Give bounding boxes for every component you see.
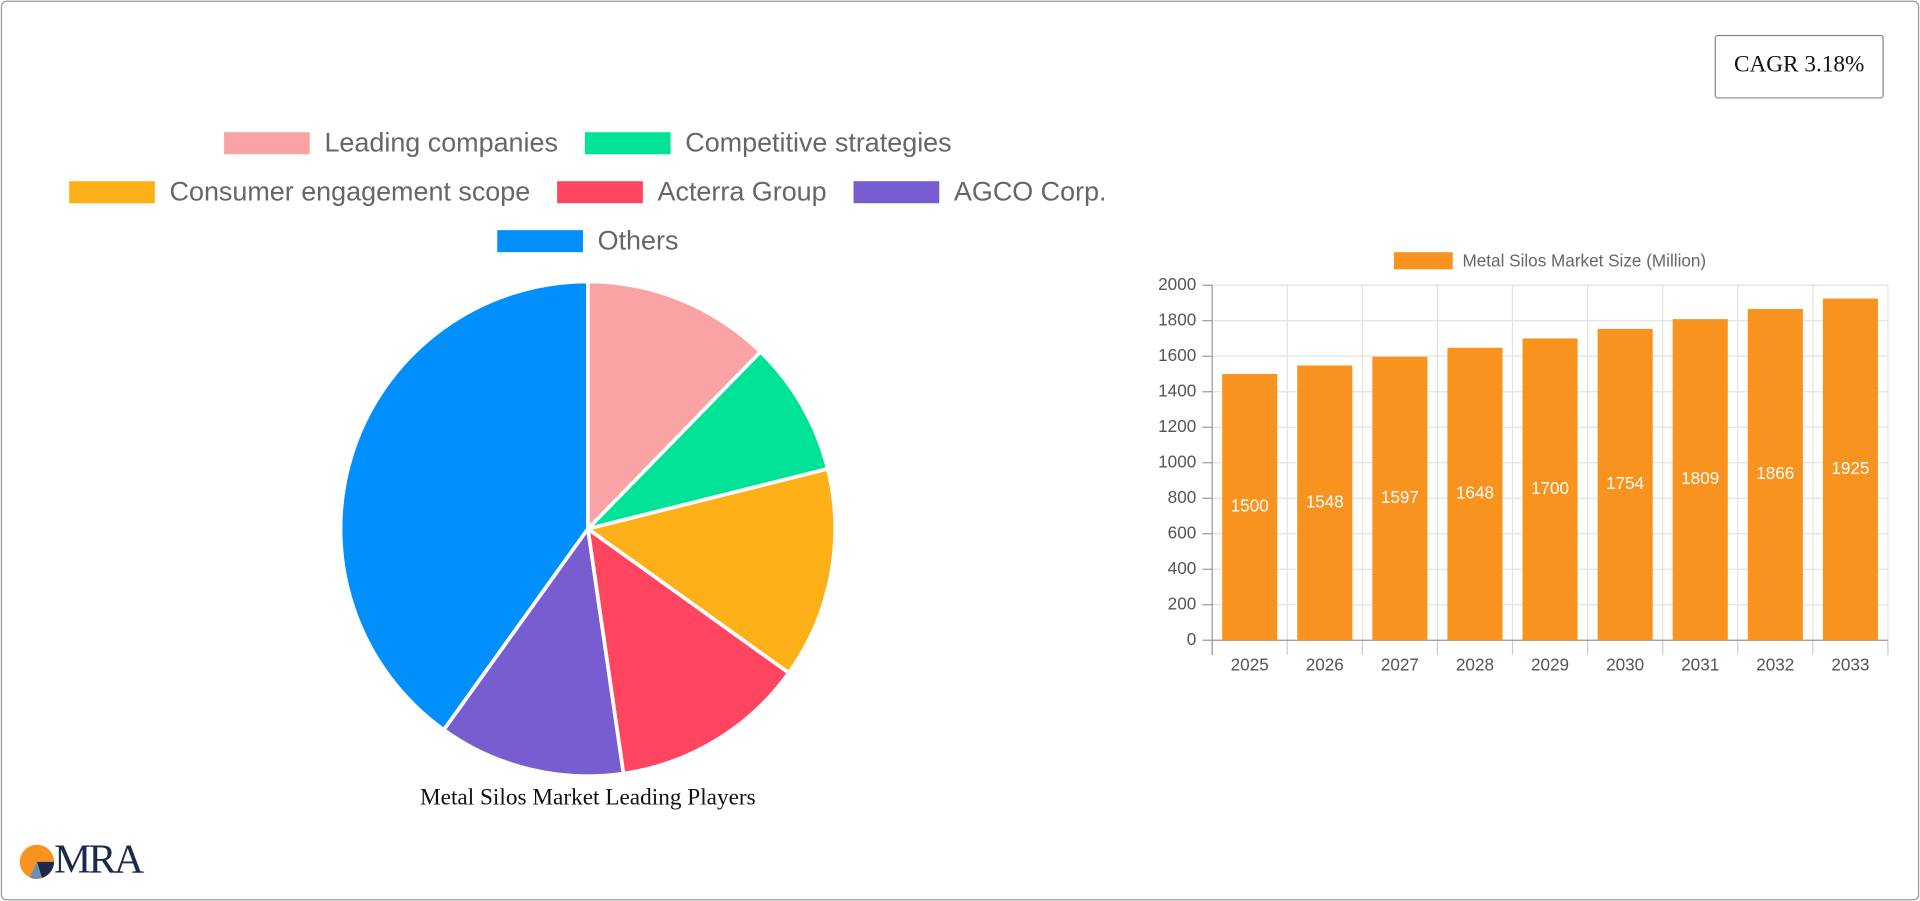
- data-label: 1648: [1456, 483, 1494, 503]
- bar: [1222, 373, 1278, 641]
- y-tick-label: 1800: [1158, 309, 1196, 329]
- data-label: 1548: [1306, 491, 1344, 511]
- legend-label: AGCO Corp.: [954, 177, 1107, 207]
- y-tick-label: 1400: [1158, 380, 1196, 400]
- pie-slice: [441, 524, 626, 778]
- logo: MRA: [19, 837, 146, 883]
- x-tick-label: 2031: [1681, 654, 1719, 674]
- legend-swatch: [584, 132, 671, 155]
- y-tick-label: 1600: [1158, 345, 1196, 365]
- legend-swatch: [557, 181, 643, 204]
- legend-item: Leading companies: [224, 128, 558, 158]
- legend-swatch: [497, 230, 583, 253]
- x-tick-label: 2026: [1306, 654, 1344, 674]
- y-tick-label: 600: [1168, 522, 1197, 542]
- y-tick-label: 800: [1168, 487, 1197, 507]
- pie-slice: [338, 279, 590, 733]
- legend-label: Leading companies: [324, 128, 558, 158]
- legend-label: Acterra Group: [658, 177, 827, 207]
- legend-swatch: [1393, 252, 1453, 270]
- bar: [1597, 328, 1653, 641]
- x-tick-label: 2032: [1756, 654, 1794, 674]
- data-label: 1754: [1606, 473, 1645, 493]
- legend-item: Acterra Group: [557, 177, 827, 207]
- legend-label: Competitive strategies: [685, 128, 951, 158]
- x-tick-label: 2033: [1831, 654, 1869, 674]
- bar: [1297, 365, 1353, 641]
- chart-title: Metal Silos Market Leading Players: [420, 785, 756, 811]
- x-tick-label: 2030: [1606, 654, 1644, 674]
- pie-slice: [586, 279, 764, 534]
- pie-slice: [585, 524, 792, 776]
- x-tick-label: 2029: [1531, 654, 1569, 674]
- x-tick-label: 2025: [1231, 654, 1269, 674]
- bar: [1372, 356, 1428, 641]
- data-label: 1597: [1381, 487, 1419, 507]
- bar: [1747, 309, 1803, 641]
- data-label: 1809: [1681, 468, 1719, 488]
- bar: [1447, 347, 1503, 641]
- pie-slice: [582, 349, 830, 533]
- data-label: 1700: [1531, 478, 1569, 498]
- y-tick-label: 1000: [1158, 451, 1196, 471]
- legend-item: Metal Silos Market Size (Million): [1393, 251, 1707, 271]
- cagr-box: [1714, 34, 1884, 99]
- logo-mark: [36, 861, 55, 878]
- legend-swatch: [853, 181, 940, 204]
- logo-mark: [29, 861, 42, 879]
- legend-label: Consumer engagement scope: [170, 177, 531, 207]
- legend-swatch: [224, 132, 310, 155]
- legend-label: Others: [598, 225, 679, 255]
- x-tick-label: 2028: [1456, 654, 1494, 674]
- pie-slice: [583, 466, 837, 676]
- bar: [1672, 319, 1728, 641]
- y-tick-label: 400: [1168, 558, 1197, 578]
- legend-item: Competitive strategies: [584, 128, 952, 158]
- y-tick-label: 2000: [1158, 274, 1196, 294]
- legend-item: Consumer engagement scope: [69, 177, 530, 207]
- bar: [1522, 338, 1578, 641]
- legend-label: Metal Silos Market Size (Million): [1463, 251, 1707, 271]
- y-tick-label: 1200: [1158, 416, 1196, 436]
- legend-swatch: [69, 181, 155, 204]
- data-label: 1925: [1831, 458, 1869, 478]
- y-tick-label: 0: [1187, 629, 1197, 649]
- legend-item: AGCO Corp.: [853, 177, 1107, 207]
- logo-text: MRA: [54, 837, 144, 883]
- cagr-label: CAGR 3.18%: [1734, 51, 1864, 77]
- legend-item: Others: [497, 225, 678, 255]
- y-tick-label: 200: [1168, 593, 1197, 613]
- data-label: 1866: [1756, 463, 1794, 483]
- data-label: 1500: [1231, 496, 1269, 516]
- x-tick-label: 2027: [1381, 654, 1419, 674]
- bar: [1822, 298, 1878, 641]
